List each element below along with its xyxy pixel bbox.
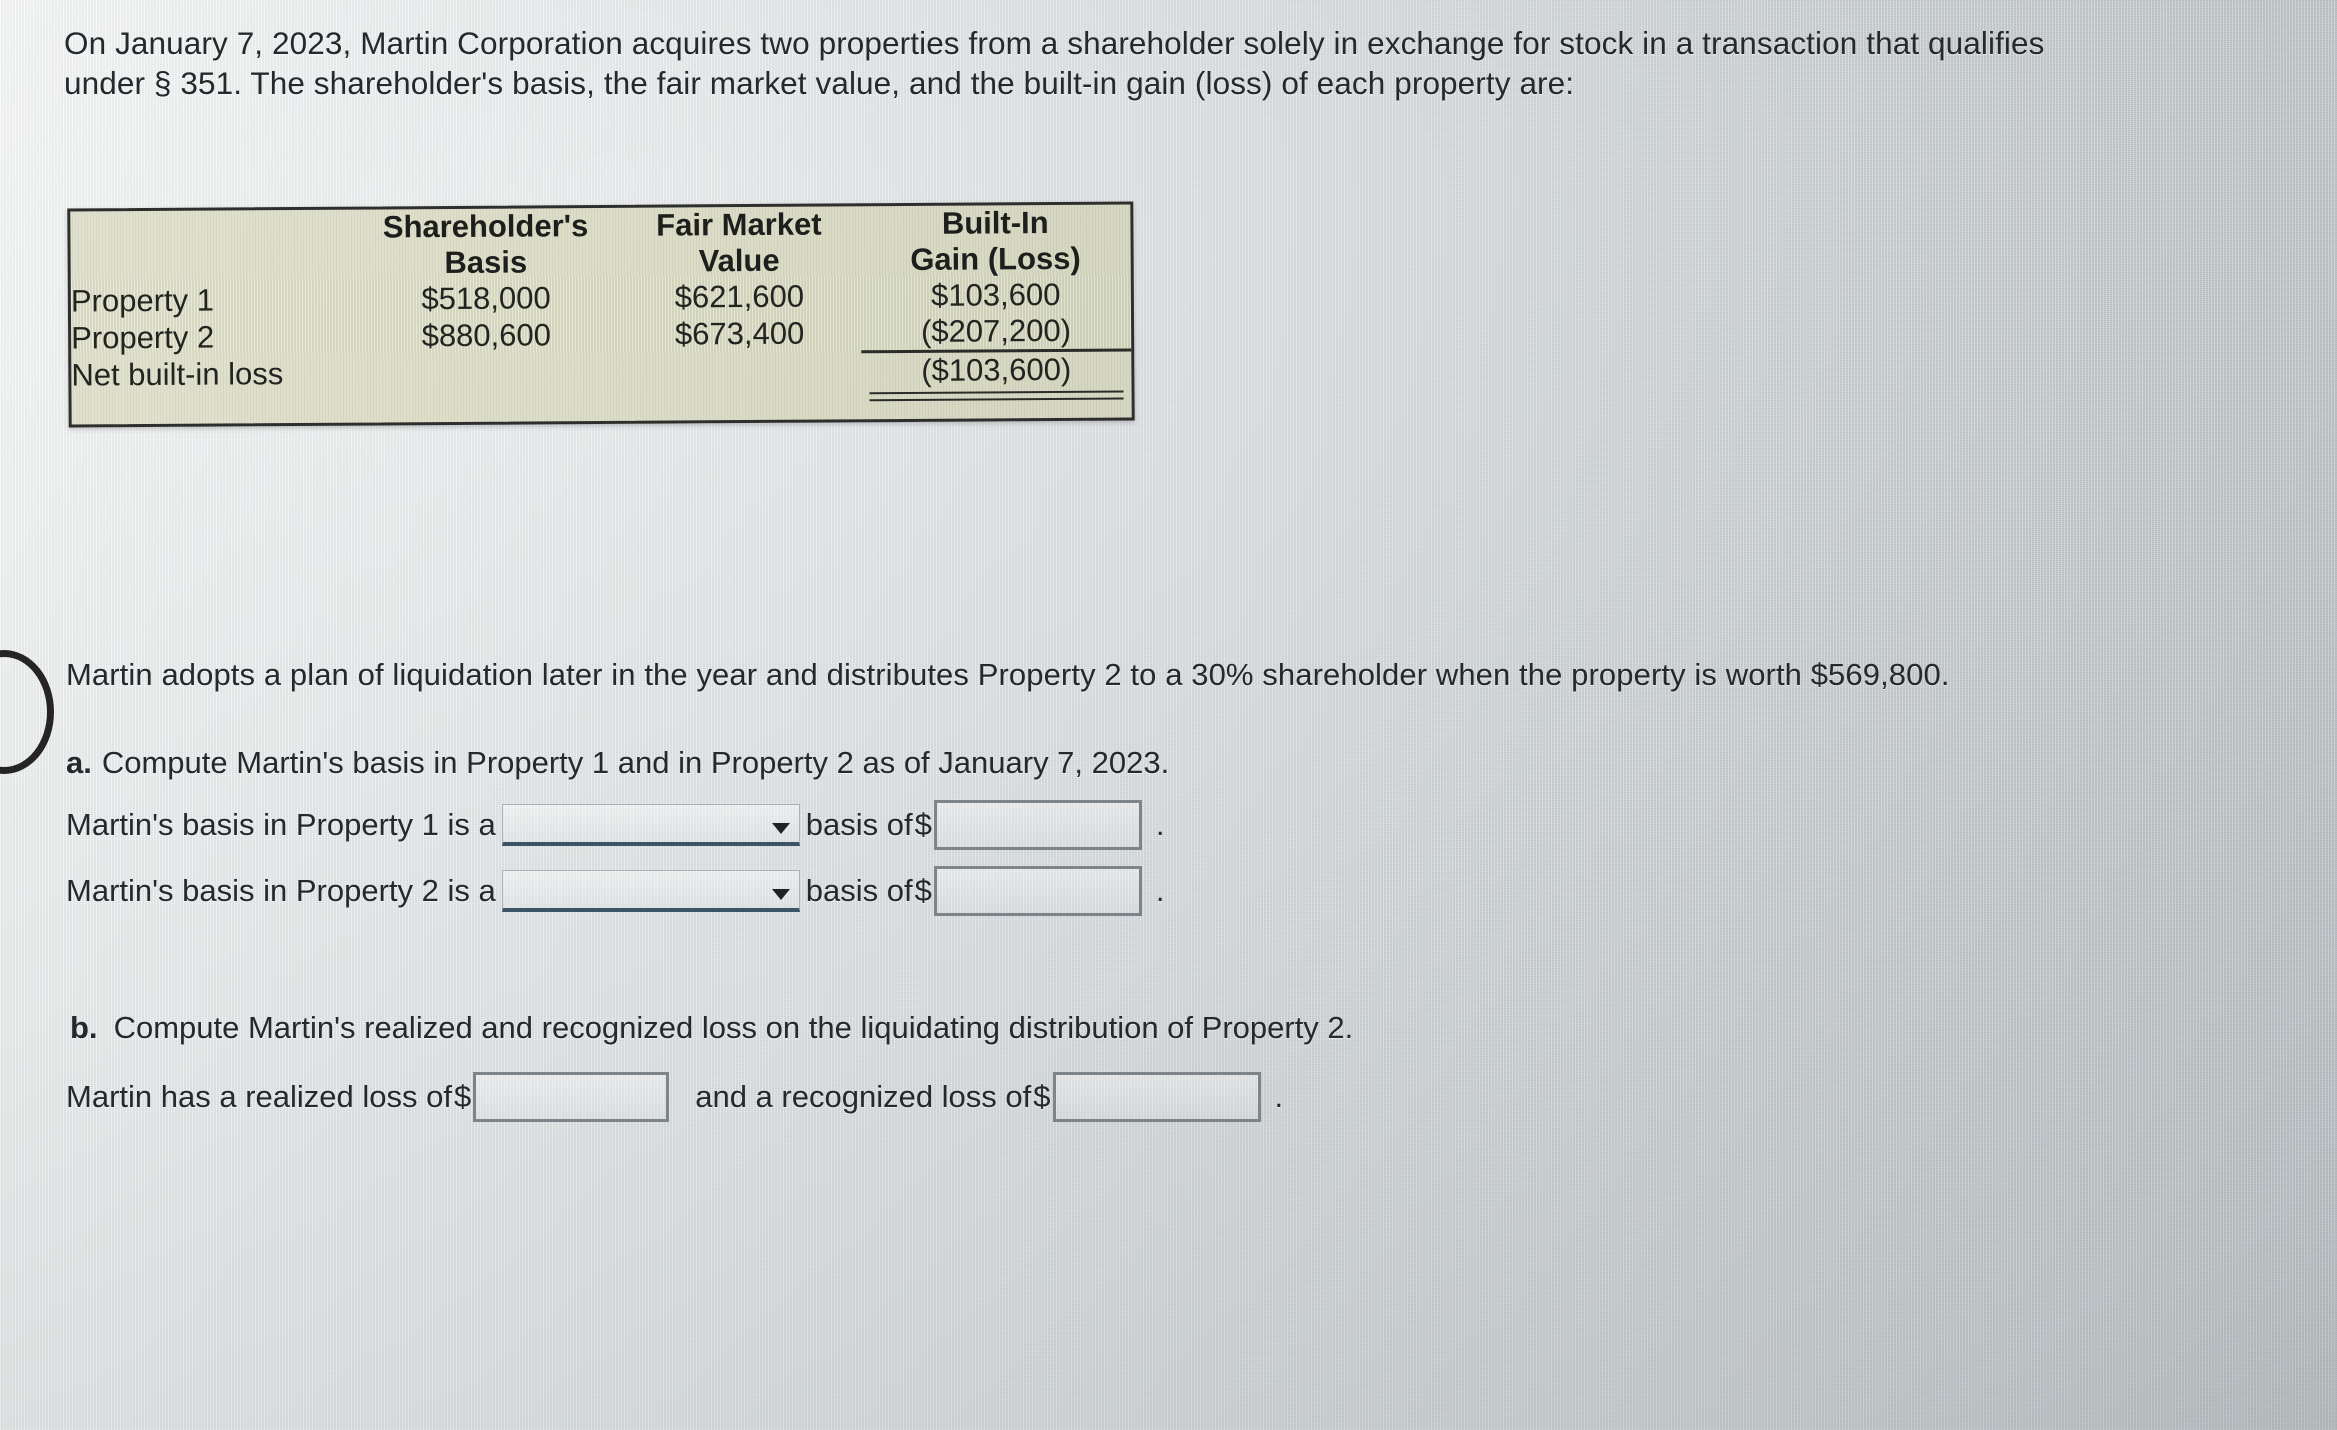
header-blank-1 (70, 210, 353, 248)
cell-net-fmv (619, 352, 862, 391)
chevron-down-icon (771, 823, 790, 834)
part-a-row-1-dollar-sign: $ (914, 807, 932, 842)
property-basis-table: Shareholder's Fair Market Built-In Basis… (67, 201, 1135, 428)
header-shareholder-line1: Shareholder's (382, 208, 589, 245)
problem-intro-paragraph: On January 7, 2023, Martin Corporation a… (64, 25, 2045, 101)
header-fmv-line1: Fair Market (656, 206, 822, 243)
cell-net-built-in-loss: ($103,600) (860, 349, 1132, 390)
part-a-prompt-text: Compute Martin's basis in Property 1 and… (101, 745, 1170, 780)
part-b-marker: b. (70, 1010, 98, 1045)
row-label-net-built-in-loss: Net built-in loss (71, 356, 284, 393)
cell-net-shareholder-basis (354, 353, 618, 392)
cell-property-1-built-in: $103,600 (930, 276, 1061, 313)
realized-loss-input[interactable] (473, 1072, 670, 1122)
part-b-dollar-sign-2: $ (1033, 1079, 1051, 1114)
basis-amount-input-property-2[interactable] (933, 866, 1142, 916)
header-builtin-line1: Built-In (941, 205, 1049, 241)
part-b-dollar-sign-1: $ (453, 1079, 472, 1114)
cell-property-1-shareholder-basis: $518,000 (421, 280, 551, 317)
part-a-row-2-period: . (1155, 873, 1165, 908)
part-a-row-1-prefix: Martin's basis in Property 1 is a (66, 807, 496, 842)
basis-type-select-property-2[interactable] (501, 870, 800, 912)
part-b-period: . (1274, 1079, 1284, 1114)
header-shareholder-line2: Basis (444, 244, 528, 281)
cell-property-2-built-in: ($207,200) (920, 312, 1072, 349)
part-a-prompt: a. Compute Martin's basis in Property 1 … (66, 745, 1169, 781)
part-a-marker: a. (66, 745, 92, 780)
part-a-row-1: Martin's basis in Property 1 is a basis … (66, 800, 1164, 850)
part-a-row-2: Martin's basis in Property 2 is a basis … (66, 866, 1164, 916)
basis-type-select-property-1[interactable] (501, 804, 800, 846)
liquidation-paragraph: Martin adopts a plan of liquidation late… (66, 657, 1950, 692)
header-builtin-line2: Gain (Loss) (910, 240, 1081, 277)
part-b-prefix: Martin has a realized loss of (66, 1079, 452, 1114)
part-b-row: Martin has a realized loss of $ and a re… (66, 1072, 1283, 1122)
part-a-row-2-mid: basis of (805, 873, 913, 908)
part-b-prompt: b. Compute Martin's realized and recogni… (70, 1010, 1353, 1046)
part-a-row-1-mid: basis of (805, 807, 913, 842)
part-a-row-2-dollar-sign: $ (914, 873, 932, 908)
header-fmv-line2: Value (698, 242, 780, 279)
cell-property-2-fmv: $673,400 (674, 315, 805, 352)
cell-property-1-fmv: $621,600 (674, 278, 805, 315)
chevron-down-icon (771, 889, 790, 900)
recognized-loss-input[interactable] (1052, 1072, 1261, 1122)
row-label-property-2: Property 2 (71, 319, 215, 356)
part-a-row-1-period: . (1155, 807, 1165, 842)
header-blank-2 (71, 246, 354, 284)
table-total-row: Net built-in loss ($103,600) (71, 349, 1132, 395)
basis-amount-input-property-1[interactable] (933, 800, 1142, 850)
part-a-row-2-prefix: Martin's basis in Property 2 is a (66, 873, 496, 908)
cell-property-2-shareholder-basis: $880,600 (421, 317, 552, 353)
part-b-prompt-text: Compute Martin's realized and recognized… (113, 1010, 1354, 1045)
part-b-mid: and a recognized loss of (695, 1079, 1032, 1114)
row-label-property-1: Property 1 (70, 282, 215, 319)
